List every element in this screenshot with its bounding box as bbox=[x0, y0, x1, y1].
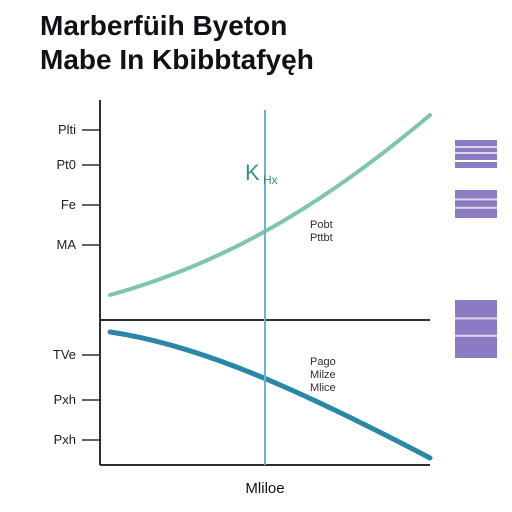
inner-label: Pobt bbox=[310, 219, 333, 231]
k-label: K bbox=[245, 160, 260, 185]
y-tick-label: TVe bbox=[53, 347, 76, 362]
y-tick-label: Pxh bbox=[54, 392, 76, 407]
right-block bbox=[455, 300, 497, 358]
x-axis-label: Mliloe bbox=[245, 480, 284, 497]
y-tick-label: Fe bbox=[61, 197, 76, 212]
right-block bbox=[455, 190, 497, 218]
inner-label: Milze bbox=[310, 369, 336, 381]
y-tick-label: Pxh bbox=[54, 432, 76, 447]
y-tick-label: Plti bbox=[58, 122, 76, 137]
curve-upper bbox=[110, 115, 430, 295]
right-block bbox=[455, 162, 497, 168]
inner-label: Pttbt bbox=[310, 232, 333, 244]
chart-area: Plti Pt0 Fe MA TVe Pxh Pxh KHx PobtPttbt PagoMi… bbox=[0, 0, 512, 512]
inner-label: Pago bbox=[310, 356, 336, 368]
k-sub-label: Hx bbox=[263, 173, 278, 187]
right-block bbox=[455, 140, 497, 160]
inner-label: Mlice bbox=[310, 382, 336, 394]
curve-lower bbox=[110, 332, 430, 458]
y-tick-label: Pt0 bbox=[56, 157, 76, 172]
y-tick-label: MA bbox=[57, 237, 77, 252]
